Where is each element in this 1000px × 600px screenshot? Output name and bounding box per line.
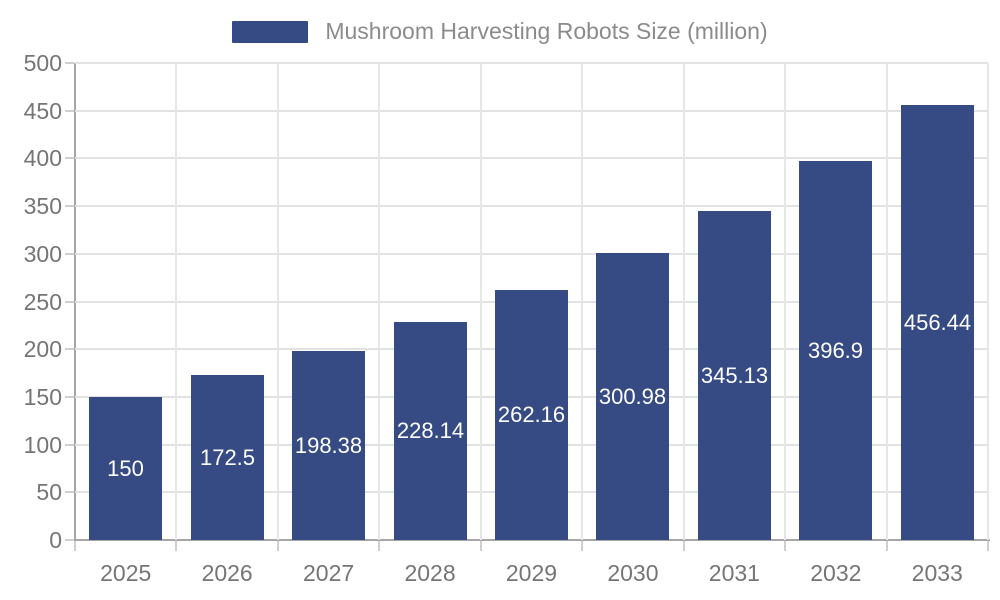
y-axis-tick-icon bbox=[65, 491, 74, 494]
bar-value-label: 456.44 bbox=[903, 309, 972, 335]
bar-2030[interactable]: 300.98 bbox=[596, 253, 669, 540]
bar-2028[interactable]: 228.14 bbox=[394, 322, 467, 540]
v-gridline bbox=[378, 63, 380, 540]
legend-swatch-icon[interactable] bbox=[232, 20, 309, 43]
y-axis-tick-icon bbox=[65, 157, 74, 160]
h-gridline bbox=[75, 205, 988, 208]
y-axis-tick-label: 300 bbox=[23, 240, 62, 267]
x-axis-tick-icon bbox=[886, 541, 888, 551]
y-axis-tick-label: 200 bbox=[23, 336, 62, 363]
bar-value-label: 172.5 bbox=[199, 444, 256, 470]
x-axis-tick-label: 2027 bbox=[303, 560, 355, 586]
x-axis-tick-label: 2025 bbox=[100, 560, 152, 586]
x-axis-tick-icon bbox=[175, 541, 177, 551]
bar-2033[interactable]: 456.44 bbox=[901, 105, 974, 540]
y-axis-tick-label: 250 bbox=[23, 288, 62, 315]
bar-2029[interactable]: 262.16 bbox=[495, 290, 568, 540]
bar-value-label: 150 bbox=[107, 455, 144, 481]
x-axis-tick-label: 2026 bbox=[201, 560, 253, 586]
y-axis-tick-label: 400 bbox=[23, 145, 62, 172]
x-axis-tick-label: 2033 bbox=[911, 560, 963, 586]
h-gridline bbox=[75, 109, 988, 112]
v-gridline bbox=[175, 63, 177, 540]
v-gridline bbox=[480, 63, 482, 540]
x-axis-tick-icon bbox=[378, 541, 380, 551]
x-axis-tick-label: 2031 bbox=[708, 560, 760, 586]
x-axis-tick-icon bbox=[987, 541, 989, 551]
y-axis-tick-label: 500 bbox=[23, 50, 62, 76]
bar-2026[interactable]: 172.5 bbox=[191, 375, 264, 540]
x-axis-tick-icon bbox=[74, 541, 76, 551]
bar-2031[interactable]: 345.13 bbox=[698, 211, 771, 540]
x-axis-tick-icon bbox=[581, 541, 583, 551]
legend-label[interactable]: Mushroom Harvesting Robots Size (million… bbox=[325, 18, 768, 44]
bar-value-label: 262.16 bbox=[497, 402, 566, 427]
v-gridline bbox=[581, 63, 583, 540]
y-axis-tick-icon bbox=[65, 395, 74, 398]
y-axis-tick-icon bbox=[65, 62, 74, 64]
bar-2032[interactable]: 396.9 bbox=[799, 161, 872, 540]
x-axis-line bbox=[74, 539, 990, 541]
y-axis-tick-icon bbox=[65, 539, 74, 541]
y-axis-tick-icon bbox=[65, 109, 74, 112]
x-axis-tick-icon bbox=[683, 541, 685, 551]
v-gridline bbox=[987, 63, 989, 540]
y-axis-tick-icon bbox=[65, 348, 74, 351]
plot-area: 150 172.5 198.38 228.14 262.16 300.98 345.13 39… bbox=[75, 62, 989, 540]
bar-2027[interactable]: 198.38 bbox=[292, 351, 365, 540]
x-axis-tick-icon bbox=[784, 541, 786, 551]
bar-value-label: 228.14 bbox=[396, 418, 465, 443]
x-axis-tick-icon bbox=[480, 541, 482, 551]
y-axis-tick-label: 50 bbox=[36, 479, 62, 506]
y-axis-tick-label: 150 bbox=[23, 383, 62, 410]
bar-value-label: 300.98 bbox=[598, 383, 667, 409]
x-axis-tick-label: 2032 bbox=[810, 560, 862, 586]
bar-value-label: 396.9 bbox=[807, 337, 864, 363]
y-axis-tick-icon bbox=[65, 443, 74, 446]
x-axis-tick-label: 2030 bbox=[607, 560, 659, 586]
y-axis-tick-icon bbox=[65, 205, 74, 208]
v-gridline bbox=[683, 63, 685, 540]
x-axis-tick-label: 2028 bbox=[404, 560, 456, 586]
h-gridline bbox=[75, 157, 988, 160]
x-axis-tick-label: 2029 bbox=[505, 560, 558, 586]
y-axis-tick-icon bbox=[65, 252, 74, 255]
legend-item[interactable]: Mushroom Harvesting Robots Size (million… bbox=[0, 18, 1000, 45]
v-gridline bbox=[784, 63, 786, 540]
h-gridline bbox=[75, 252, 988, 255]
bar-value-label: 198.38 bbox=[294, 432, 363, 458]
y-axis-tick-label: 0 bbox=[49, 527, 62, 553]
x-axis-tick-icon bbox=[277, 541, 279, 551]
h-gridline bbox=[75, 62, 988, 64]
y-axis-tick-label: 100 bbox=[23, 431, 62, 458]
bar-value-label: 345.13 bbox=[700, 362, 769, 388]
v-gridline bbox=[277, 63, 279, 540]
y-axis-tick-label: 350 bbox=[23, 193, 62, 220]
bar-2025[interactable]: 150 bbox=[89, 397, 162, 540]
y-axis-tick-label: 450 bbox=[23, 97, 62, 124]
y-axis-tick-icon bbox=[65, 300, 74, 303]
v-gridline bbox=[886, 63, 888, 540]
